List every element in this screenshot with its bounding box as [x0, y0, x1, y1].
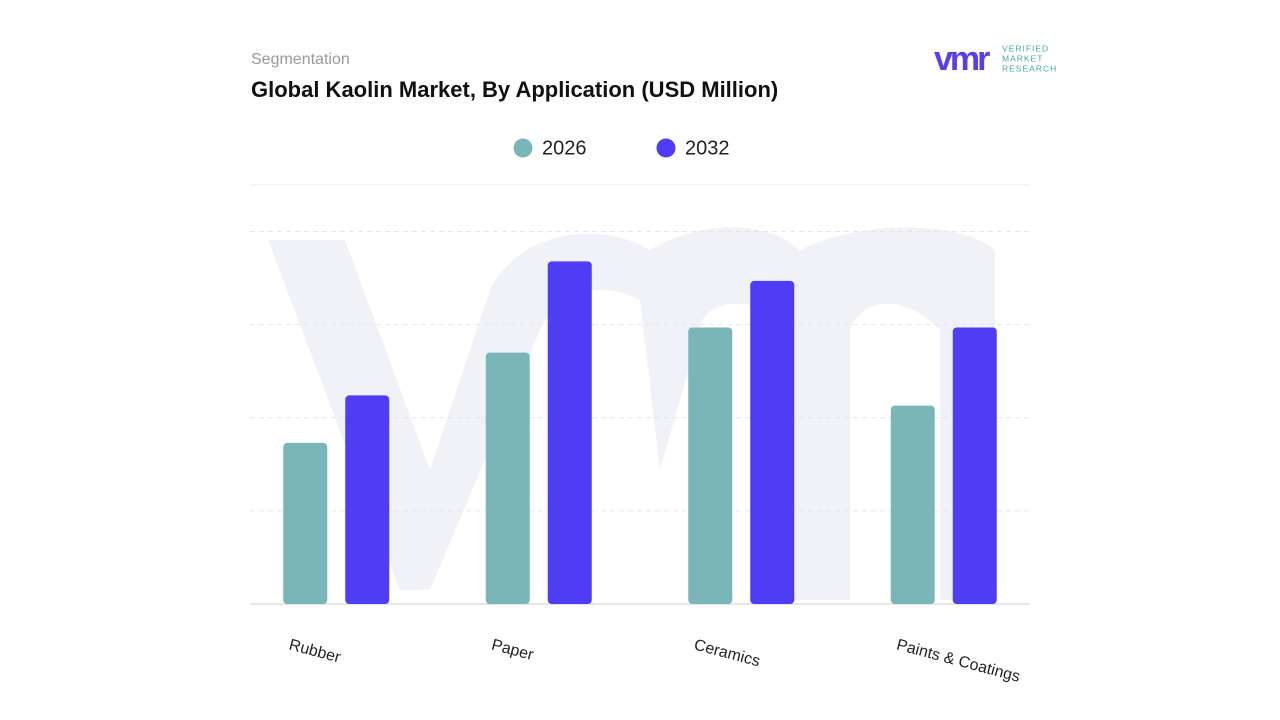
bar	[890, 405, 935, 604]
legend-swatch	[656, 138, 676, 158]
bar	[952, 327, 997, 604]
x-tick-label: Rubber	[287, 637, 343, 667]
logo-mark: vmr	[934, 40, 990, 78]
logo-text: MARKET	[1002, 53, 1043, 63]
watermark	[268, 227, 995, 600]
legend-swatch	[513, 138, 533, 158]
bar	[750, 280, 795, 604]
subtitle: Segmentation	[251, 51, 350, 68]
bar	[688, 327, 733, 604]
x-tick-label: Ceramics	[692, 637, 762, 671]
bar	[485, 352, 530, 604]
bar	[345, 395, 390, 604]
bar	[283, 442, 328, 604]
legend-label: 2032	[685, 137, 730, 159]
legend-label: 2026	[542, 137, 587, 159]
logo-text: VERIFIED	[1002, 43, 1049, 53]
chart-title: Global Kaolin Market, By Application (US…	[251, 77, 778, 102]
bar	[547, 261, 592, 604]
logo-text: RESEARCH	[1002, 63, 1057, 73]
x-tick-label: Paper	[490, 637, 536, 665]
x-tick-label: Paints & Coatings	[895, 637, 1022, 686]
